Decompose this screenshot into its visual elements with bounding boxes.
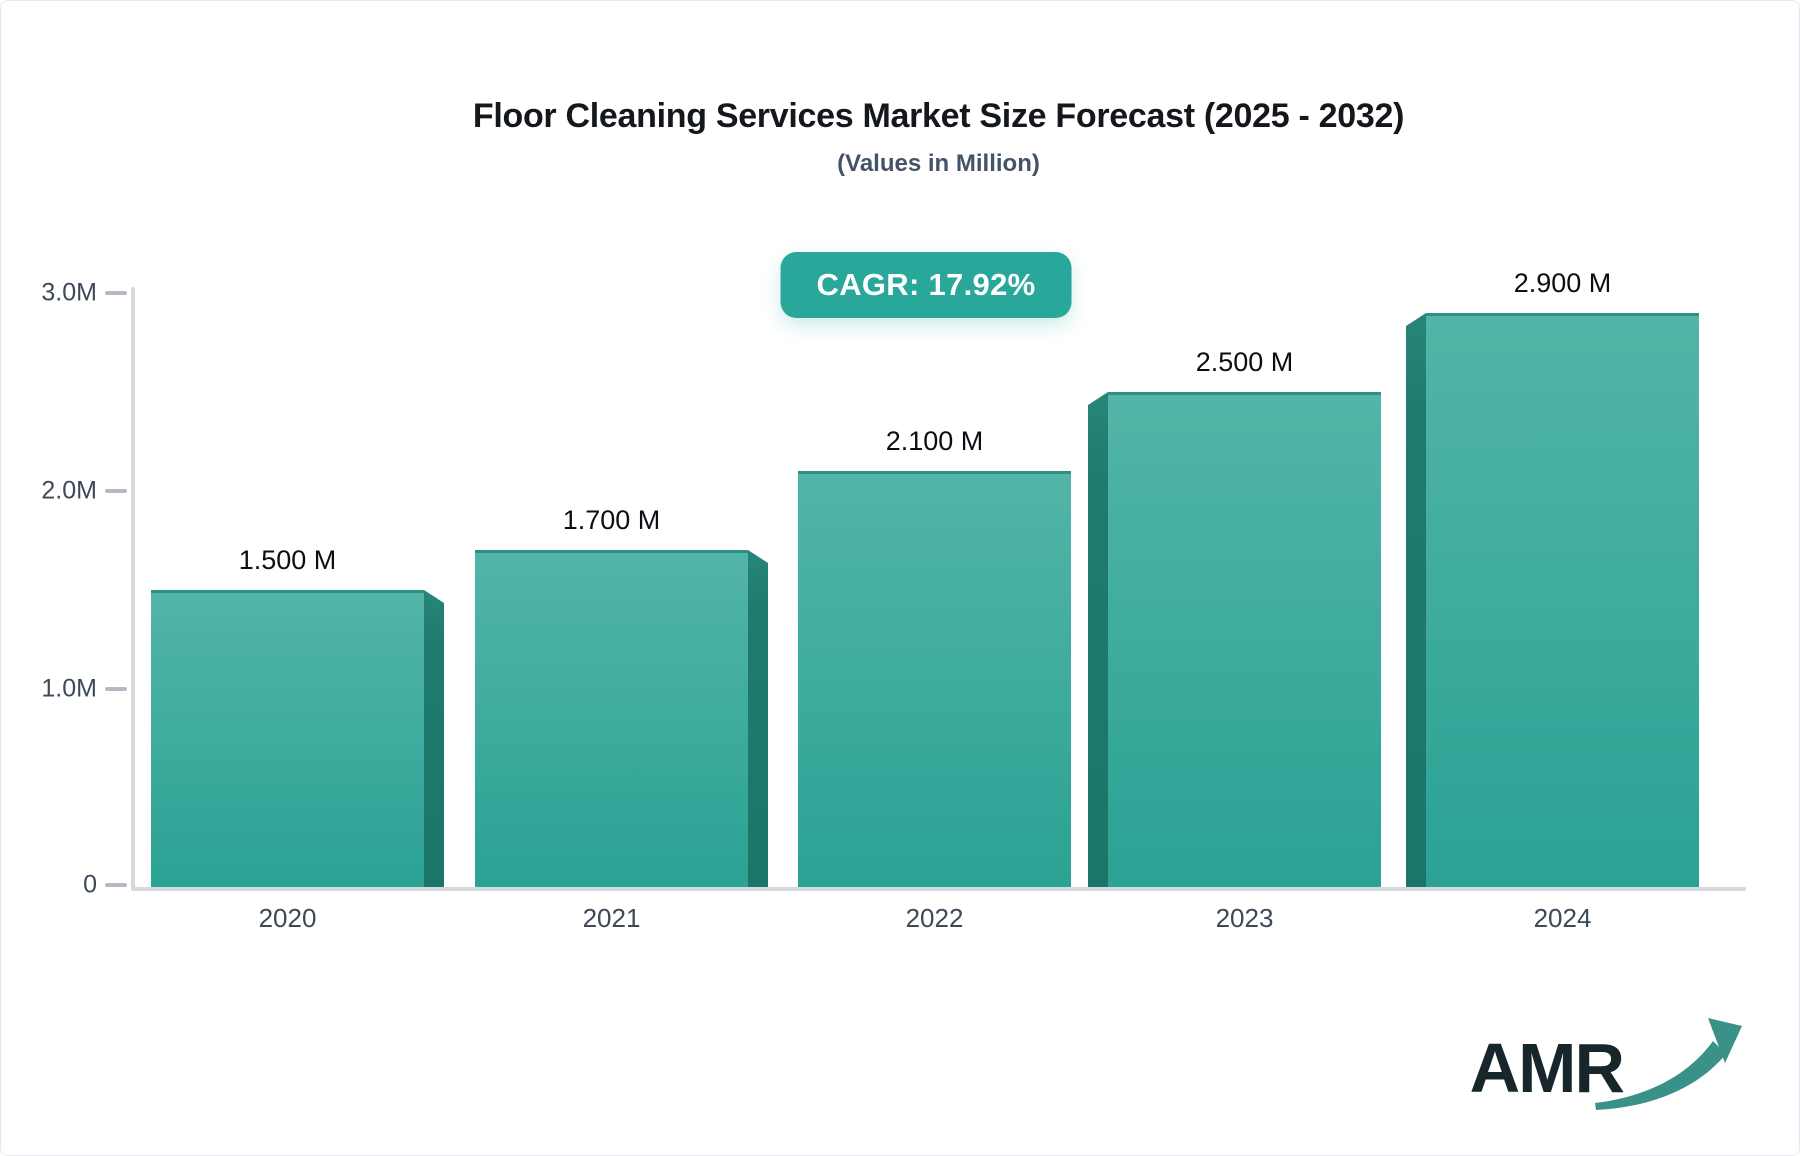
chart-title: Floor Cleaning Services Market Size Fore… (472, 97, 1405, 135)
bar-face (1108, 392, 1381, 887)
bar-value-label: 1.500 M (238, 545, 337, 575)
x-tick-label: 2023 (1215, 903, 1274, 933)
cagr-badge: CAGR: 17.92% (780, 252, 1072, 318)
y-tick-mark (105, 687, 127, 691)
x-tick-label: 2022 (905, 903, 964, 933)
x-tick-label: 2024 (1533, 903, 1592, 933)
bar-2020: 1.500 M (151, 293, 444, 887)
bar-side-face (748, 550, 768, 887)
bar-face (151, 590, 424, 887)
bar-2022: 2.100 M (798, 293, 1071, 887)
y-tick-label: 0 (83, 870, 97, 899)
x-tick-label: 2020 (258, 903, 317, 933)
x-tick-label: 2021 (582, 903, 641, 933)
y-tick-label: 3.0M (41, 278, 97, 307)
amr-logo-text: AMR (1469, 1029, 1625, 1107)
bar-value-label: 1.700 M (562, 505, 661, 535)
bar-side-face (1088, 392, 1108, 887)
bar-side-face (1406, 313, 1426, 887)
bar-2024: 2.900 M (1406, 268, 1699, 887)
bar-value-label: 2.900 M (1513, 268, 1612, 298)
bar-2021: 1.700 M (475, 293, 768, 887)
bar-value-label: 2.500 M (1195, 347, 1294, 377)
growth-arrow-icon (1595, 1018, 1742, 1110)
bar-face (475, 550, 748, 887)
y-tick-label: 1.0M (41, 674, 97, 703)
amr-logo: AMR (1469, 1018, 1743, 1113)
y-tick-mark (105, 291, 127, 295)
y-tick-mark (105, 489, 127, 493)
bar-2023: 2.500 M (1088, 293, 1381, 887)
chart-header: Floor Cleaning Services Market Size Fore… (131, 1, 1746, 178)
chart-subtitle: (Values in Million) (837, 150, 1040, 177)
y-axis-line (131, 287, 135, 891)
bar-side-face (424, 590, 444, 887)
bar-face (798, 471, 1071, 887)
bar-value-label: 2.100 M (885, 426, 984, 456)
y-tick-mark (105, 883, 127, 887)
x-axis-line (131, 887, 1746, 891)
bar-face (1426, 313, 1699, 887)
y-tick-label: 2.0M (41, 476, 97, 505)
